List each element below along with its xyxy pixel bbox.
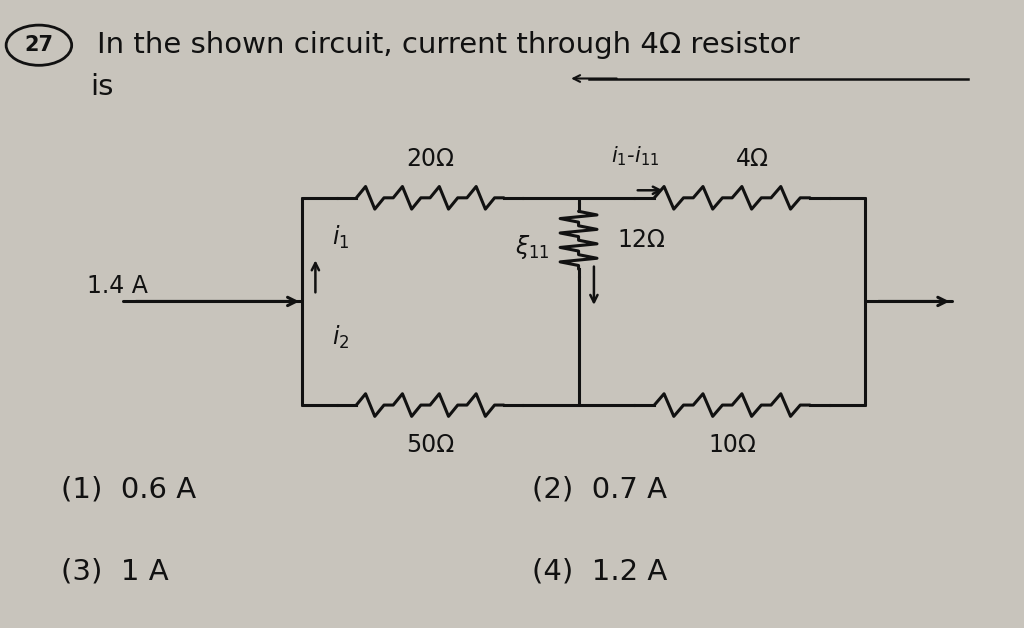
Text: (4)  1.2 A: (4) 1.2 A	[532, 558, 668, 585]
Text: 1.4 A: 1.4 A	[87, 274, 148, 298]
Text: 12Ω: 12Ω	[617, 228, 666, 252]
Text: $i_1$: $i_1$	[332, 224, 350, 251]
Text: (3)  1 A: (3) 1 A	[61, 558, 169, 585]
Text: In the shown circuit, current through 4Ω resistor: In the shown circuit, current through 4Ω…	[97, 31, 800, 59]
Text: 27: 27	[25, 35, 53, 55]
Text: (2)  0.7 A: (2) 0.7 A	[532, 476, 668, 504]
Text: 50Ω: 50Ω	[406, 433, 455, 457]
Text: $i_1$-$i_{11}$: $i_1$-$i_{11}$	[610, 144, 659, 168]
Text: 10Ω: 10Ω	[709, 433, 756, 457]
Text: 20Ω: 20Ω	[407, 148, 454, 171]
Text: is: is	[90, 73, 114, 100]
Text: $\xi_{11}$: $\xi_{11}$	[515, 232, 550, 261]
Text: (1)  0.6 A: (1) 0.6 A	[61, 476, 197, 504]
Text: 4Ω: 4Ω	[736, 148, 769, 171]
Text: $i_2$: $i_2$	[332, 323, 350, 350]
